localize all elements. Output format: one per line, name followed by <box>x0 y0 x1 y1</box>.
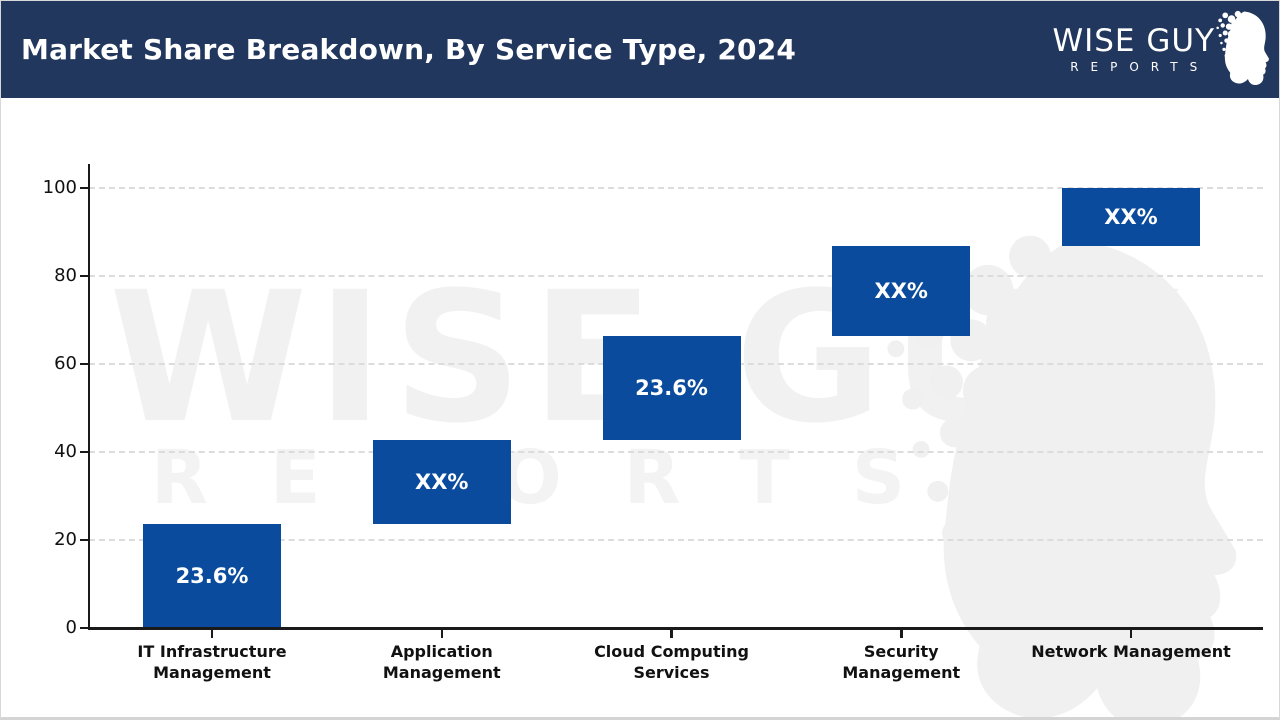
bar-security-management <box>832 246 971 336</box>
x-category-label-application-management: Application Management <box>382 642 501 683</box>
wiseguy-logo-text: WISE GUY REPORTS <box>1052 25 1215 75</box>
bar-value-label-cloud-computing-services: 23.6% <box>635 375 708 400</box>
x-category-label-cloud-computing-services: Cloud Computing Services <box>594 642 749 683</box>
y-tick-label-20: 20 <box>54 529 77 550</box>
x-tick-application-management <box>440 629 443 638</box>
gridline-100 <box>89 187 1263 189</box>
x-category-label-security-management: Security Management <box>842 642 961 683</box>
bar-application-management <box>372 439 511 525</box>
y-tick-label-100: 100 <box>42 177 77 198</box>
bar-value-label-it-infrastructure-management: 23.6% <box>175 564 249 589</box>
x-tick-network-management <box>1129 629 1133 638</box>
x-axis-line <box>87 627 1263 630</box>
gridline-20 <box>89 539 1263 541</box>
logo-wordmark: WISE GUY <box>1052 22 1215 59</box>
bar-value-label-security-management: XX% <box>874 278 928 303</box>
x-category-label-network-management: Network Management <box>1031 642 1231 661</box>
y-tick-40 <box>80 450 89 454</box>
bar-network-management <box>1062 188 1200 247</box>
y-tick-60 <box>80 362 89 366</box>
bar-it-infrastructure-management <box>143 524 281 628</box>
y-tick-20 <box>80 538 89 542</box>
x-tick-security-management <box>900 629 903 638</box>
logo-subtitle: REPORTS <box>1070 60 1210 75</box>
y-tick-label-80: 80 <box>54 265 77 286</box>
y-tick-label-60: 60 <box>54 353 77 374</box>
bar-value-label-network-management: XX% <box>1104 205 1158 230</box>
wiseguy-logo: WISE GUY REPORTS <box>1052 9 1273 91</box>
y-tick-0 <box>80 626 89 630</box>
bar-cloud-computing-services <box>602 335 741 440</box>
x-tick-it-infrastructure-management <box>210 629 214 638</box>
gridline-40 <box>89 451 1263 453</box>
y-tick-label-40: 40 <box>54 441 77 462</box>
y-tick-80 <box>80 274 89 278</box>
wiseguy-face-icon <box>1216 10 1269 85</box>
y-tick-100 <box>80 186 89 190</box>
bar-value-label-application-management: XX% <box>415 469 469 494</box>
y-axis-line <box>87 164 90 629</box>
page-title: Market Share Breakdown, By Service Type,… <box>21 33 797 66</box>
y-tick-label-0: 0 <box>65 617 77 638</box>
x-tick-cloud-computing-services <box>670 629 673 638</box>
x-category-label-it-infrastructure-management: IT Infrastructure Management <box>137 642 287 683</box>
header-bar: Market Share Breakdown, By Service Type,… <box>1 1 1279 98</box>
watermark-subtitle: REPORTS <box>151 435 968 521</box>
gridline-80 <box>89 275 1263 277</box>
